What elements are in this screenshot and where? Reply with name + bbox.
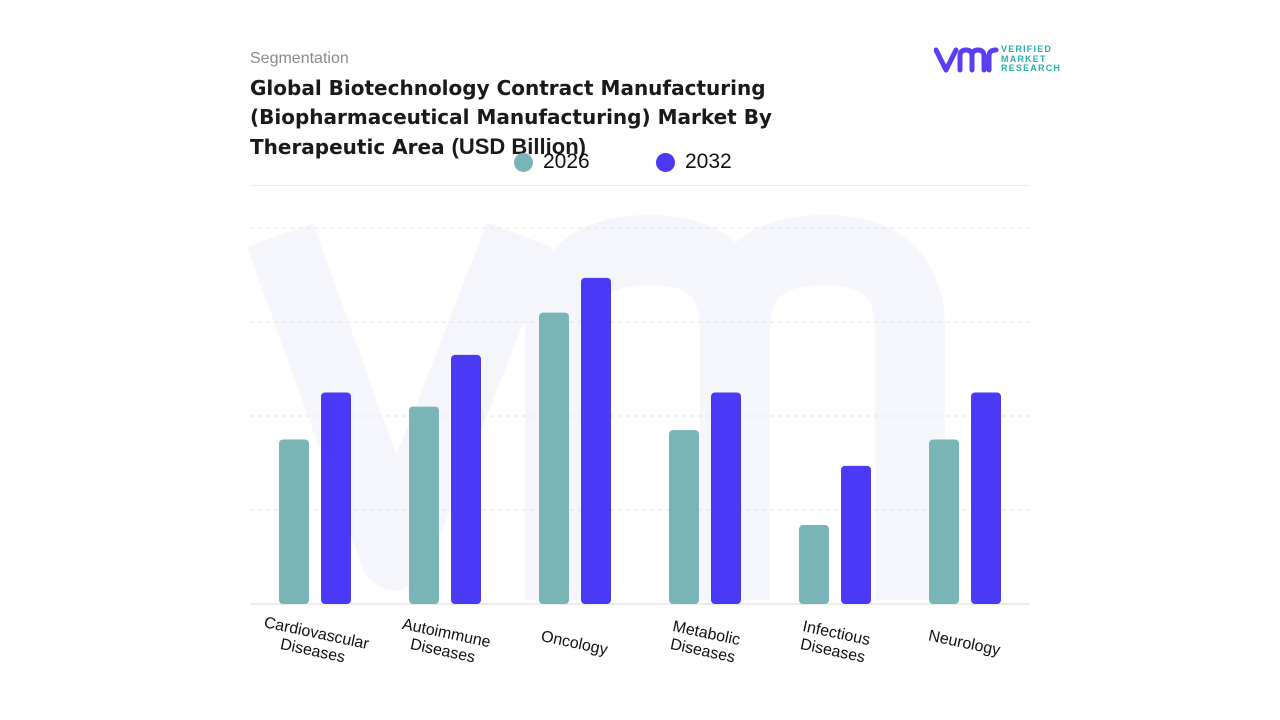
x-tick-label: InfectiousDiseases — [797, 618, 871, 666]
logo-line-market: MARKET — [1001, 53, 1047, 64]
legend-item-2026[interactable]: 2026 — [514, 150, 590, 174]
brand-logo-text: VERIFIED MARKET RESEARCH — [1001, 44, 1062, 74]
header-divider — [250, 185, 1030, 186]
x-tick-label: AutoimmuneDiseases — [397, 616, 492, 669]
x-tick-label: CardiovascularDiseases — [259, 614, 371, 671]
watermark-logo-icon — [247, 214, 945, 600]
bar-2026-cardiovascular-diseases[interactable] — [279, 439, 309, 605]
bar-2026-metabolic-diseases[interactable] — [669, 430, 699, 604]
bar-2032-cardiovascular-diseases[interactable] — [321, 392, 351, 605]
legend: 2026 2032 — [0, 150, 1280, 178]
bar-2032-metabolic-diseases[interactable] — [711, 392, 741, 605]
bar-2032-neurology[interactable] — [971, 392, 1001, 605]
logo-line-verified: VERIFIED — [1001, 44, 1053, 54]
legend-swatch-2032 — [656, 152, 675, 172]
bar-2026-neurology[interactable] — [929, 439, 959, 605]
bar-2032-autoimmune-diseases[interactable] — [451, 354, 481, 604]
bar-2026-infectious-diseases[interactable] — [799, 525, 829, 604]
legend-item-2032[interactable]: 2032 — [656, 150, 732, 174]
bar-2032-infectious-diseases[interactable] — [841, 465, 871, 604]
logo-line-research: RESEARCH — [1001, 63, 1062, 73]
segmentation-eyebrow: Segmentation — [250, 50, 349, 67]
bar-2026-oncology[interactable] — [539, 312, 569, 604]
bar-2026-autoimmune-diseases[interactable] — [409, 406, 439, 604]
x-tick-label: Neurology — [927, 628, 1002, 660]
legend-swatch-2026 — [514, 152, 533, 172]
brand-logo-icon — [934, 47, 999, 73]
x-tick-label: Oncology — [539, 628, 609, 659]
x-tick-label: MetabolicDiseases — [667, 618, 741, 666]
chart-title-main: Global Biotechnology Contract Manufactur… — [250, 76, 772, 159]
legend-label-2026: 2026 — [543, 150, 590, 173]
legend-label-2032: 2032 — [685, 150, 732, 173]
bar-2032-oncology[interactable] — [581, 277, 611, 604]
